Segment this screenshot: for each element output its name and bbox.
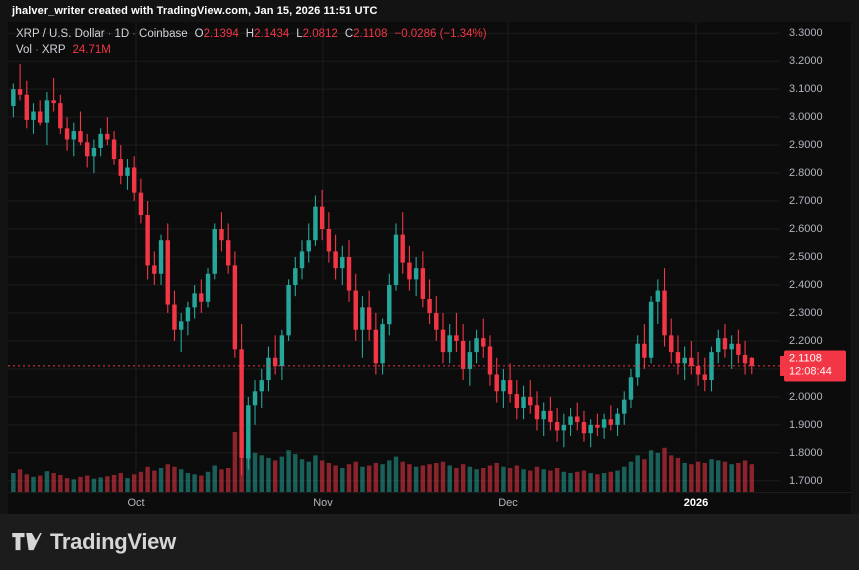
price-tick: 2.9000 <box>789 139 823 152</box>
price-scale-axis[interactable]: 3.3000 3.2000 3.1000 3.0000 2.9000 2.8000 2.70… <box>780 22 851 492</box>
price-tick: 2.4000 <box>789 279 823 291</box>
price-tick: 2.5000 <box>789 251 823 263</box>
chart-plot-area[interactable] <box>8 22 780 492</box>
attribution-text: jhalver_writer created with TradingView.… <box>12 5 378 17</box>
price-tick: 2.2000 <box>789 334 823 347</box>
price-tick: 3.1000 <box>789 83 823 96</box>
attribution-bar: jhalver_writer created with TradingView.… <box>0 0 859 22</box>
price-tick: 2.0000 <box>789 390 823 403</box>
time-tick: Dec <box>498 497 518 509</box>
time-tick: Nov <box>313 497 333 509</box>
price-tick: 1.7000 <box>789 474 823 487</box>
price-tick: 2.8000 <box>789 167 823 180</box>
tradingview-logo[interactable]: TradingView <box>0 529 176 555</box>
current-price-value: 2.1108 <box>789 352 822 365</box>
price-tick: 2.3000 <box>789 307 823 319</box>
chart-container[interactable]: 3.3000 3.2000 3.1000 3.0000 2.9000 2.8000 2.70… <box>8 22 851 514</box>
time-tick: Oct <box>127 497 145 509</box>
bar-countdown-timer: 12:08:44 <box>789 365 832 378</box>
current-price-nub <box>780 355 785 376</box>
price-tick: 2.6000 <box>789 223 823 235</box>
time-scale-axis[interactable]: Oct Nov Dec 2026 <box>8 492 851 514</box>
price-tick: 1.9000 <box>789 418 823 431</box>
current-price-badge[interactable]: 2.1108 12:08:44 <box>784 350 846 382</box>
tradingview-wordmark: TradingView <box>50 529 176 554</box>
candlestick-plot <box>8 22 780 492</box>
price-tick: 3.3000 <box>789 27 823 40</box>
tradingview-mark-icon <box>12 533 42 551</box>
price-tick: 2.7000 <box>789 195 823 207</box>
footer-bar: TradingView <box>0 514 859 570</box>
price-tick: 3.0000 <box>789 111 823 124</box>
time-tick: 2026 <box>683 497 709 509</box>
price-tick: 3.2000 <box>789 55 823 68</box>
price-tick: 1.8000 <box>789 446 823 459</box>
